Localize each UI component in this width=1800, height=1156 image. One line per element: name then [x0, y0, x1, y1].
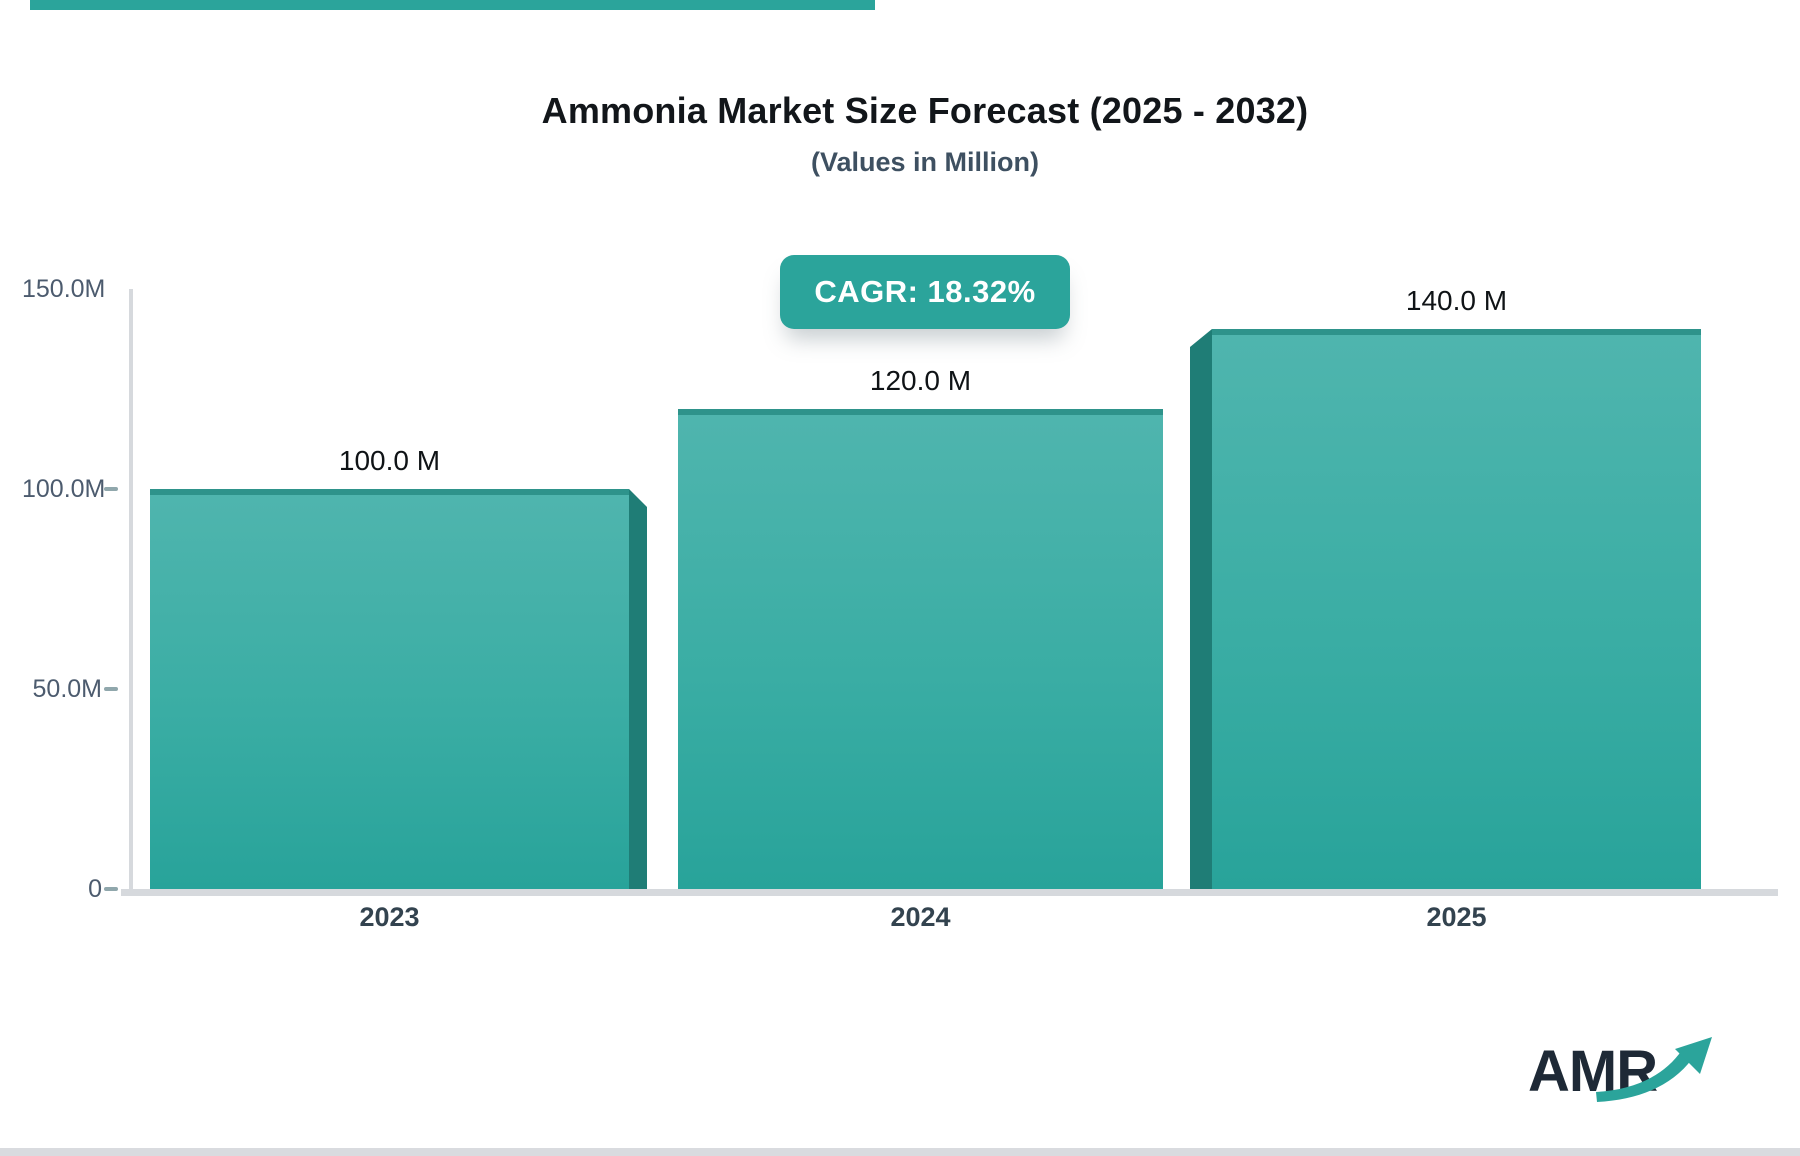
bar-2024: 120.0 M: [678, 289, 1163, 889]
cagr-badge: CAGR: 18.32%: [780, 255, 1070, 329]
x-axis-label-2023: 2023: [359, 902, 420, 932]
x-axis-line: [121, 889, 1778, 896]
bar-2023: 100.0 M: [150, 289, 647, 889]
y-axis-tick-mark: [104, 687, 118, 691]
cagr-badge-label: CAGR: 18.32%: [814, 274, 1036, 309]
bar-fill: [1212, 329, 1701, 889]
chart-subtitle: (Values in Million): [810, 147, 1040, 177]
y-axis-tick-label: 50.0M: [32, 675, 102, 703]
y-axis-tick-mark: [104, 887, 118, 891]
bar-2025: 140.0 M: [1190, 285, 1701, 889]
chart-title: Ammonia Market Size Forecast (2025 - 203…: [541, 90, 1309, 131]
bar-3d-side: [1190, 329, 1212, 889]
y-axis-tick-mark: [104, 487, 118, 491]
y-axis-tick-label: 0: [88, 875, 102, 903]
bar-fill: [678, 409, 1163, 889]
y-axis-tick-label: 100.0M: [22, 475, 106, 503]
bar-value-label: 140.0 M: [1405, 285, 1508, 316]
bar-value-label: 120.0 M: [869, 365, 972, 396]
y-axis-tick-label: 150.0M: [22, 275, 106, 303]
bottom-edge-strip: [0, 1148, 1800, 1156]
bar-3d-side: [629, 489, 647, 889]
x-axis-label-2025: 2025: [1426, 902, 1487, 932]
y-axis-line: [129, 289, 133, 893]
bar-fill: [150, 489, 629, 889]
bar-value-label: 100.0 M: [338, 445, 441, 476]
x-axis-label-2024: 2024: [890, 902, 951, 932]
top-accent-strip: [30, 0, 875, 10]
growth-arrow-icon: [1596, 1037, 1712, 1102]
